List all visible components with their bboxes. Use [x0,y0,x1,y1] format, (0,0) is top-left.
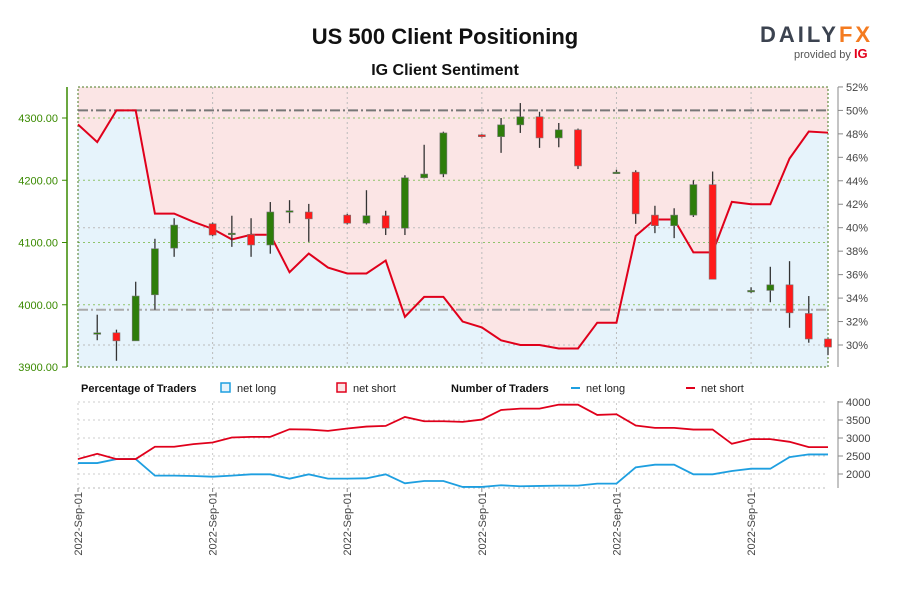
price-tick-label: 4100.00 [18,238,58,250]
candle-down [824,338,832,348]
candle-down [804,313,813,340]
count-tick-label: 4000 [846,397,870,409]
count-tick-label: 3000 [846,433,870,445]
pct-tick-label: 52% [846,82,868,94]
candle-down [651,214,659,226]
logo-provided: provided by [794,49,851,61]
x-tick-label: 2022-Sep-01 [342,492,354,556]
pct-tick-label: 42% [846,199,868,211]
dailyfx-logo: DAILYFX provided by IG [760,22,870,61]
plot-border [77,86,829,368]
candle-up [170,224,178,249]
pct-tick-label: 32% [846,317,868,329]
chart-subtitle: IG Client Sentiment [371,62,519,79]
candle-down [247,234,255,246]
x-tick-label: 2022-Sep-01 [208,492,220,556]
chart-title: US 500 Client Positioning [311,24,579,49]
legend-net-short-swatch [336,382,347,393]
legend-pct-net-short: net short [353,383,396,395]
legend-net-long-swatch [220,382,231,393]
pct-tick-label: 36% [846,270,868,282]
pct-tick-label: 40% [846,223,868,235]
pct-tick-label: 38% [846,246,868,258]
logo-daily: DAILY [760,22,839,47]
candle-up [93,332,102,335]
net-long-count-line [78,453,828,488]
pct-tick-label: 30% [846,340,868,352]
candle-down [574,129,582,167]
x-tick-label: 2022-Sep-01 [477,492,489,556]
pct-tick-label: 50% [846,105,868,117]
pct-tick-label: 48% [846,129,868,141]
candle-up [554,129,563,139]
sentiment-line [77,109,829,350]
candle-down [381,215,390,229]
candle-down [785,284,794,314]
candle-up [401,177,409,229]
legend-num-net-short: net short [701,383,744,395]
candle-up [670,214,678,226]
price-tick-label: 4200.00 [18,175,58,187]
candle-up [612,171,621,174]
count-tick-label: 2500 [846,451,870,463]
pct-tick-label: 34% [846,293,868,305]
candle-down [304,211,313,220]
candle-down [112,332,121,342]
price-tick-label: 4000.00 [18,300,58,312]
legend-pct-title: Percentage of Traders [81,383,197,395]
count-tick-label: 3500 [846,415,870,427]
candle-down [208,223,217,236]
candle-up [516,116,525,126]
x-tick-label: 2022-Sep-01 [73,492,85,556]
x-tick-label: 2022-Sep-01 [611,492,623,556]
net-short-count-line [77,403,828,460]
candle-up [439,132,448,175]
candle-up [131,295,140,342]
candle-up [420,173,428,179]
price-tick-label: 4300.00 [18,113,58,125]
candle-up [747,290,755,293]
price-tick-label: 3900.00 [18,362,58,374]
candle-up [497,124,505,137]
pct-tick-label: 44% [846,176,868,188]
pct-tick-label: 46% [846,152,868,164]
candle-down [631,171,640,215]
candle-down [535,116,544,139]
legend-pct-net-long: net long [237,383,276,395]
candle-down [708,184,717,280]
candle-up [766,284,775,291]
candle-down [478,134,486,137]
legend-num-net-long: net long [586,383,625,395]
net-long-area [78,110,828,368]
logo-ig: IG [853,46,868,61]
candle-up [362,215,371,224]
candle-up [285,210,294,213]
candle-up [689,184,698,216]
candle-up [151,248,159,296]
candle-up [266,211,275,246]
candle-down [343,214,352,224]
x-tick-label: 2022-Sep-01 [746,492,758,556]
legend-num-title: Number of Traders [451,383,549,395]
candle-up [228,232,236,235]
count-tick-label: 2000 [846,469,870,481]
logo-fx: FX [838,22,874,47]
